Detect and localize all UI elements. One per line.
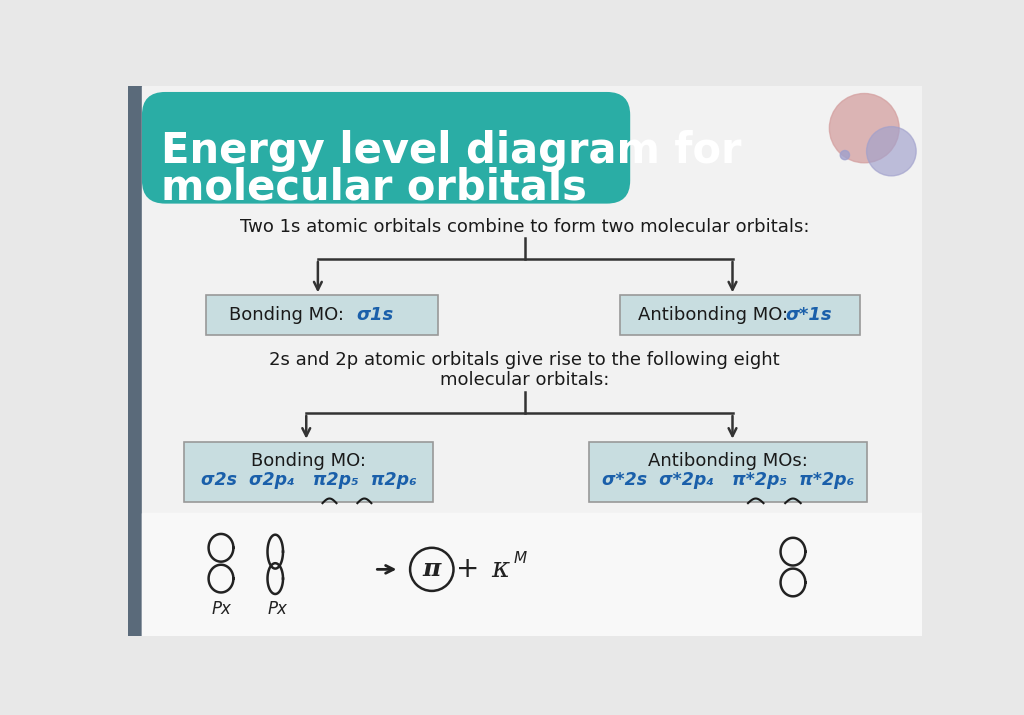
Text: Antibonding MOs:: Antibonding MOs:	[648, 452, 808, 470]
Text: σ1s: σ1s	[356, 306, 394, 325]
Circle shape	[841, 150, 850, 159]
Text: Bonding MO:: Bonding MO:	[228, 306, 355, 325]
Text: Two 1s atomic orbitals combine to form two molecular orbitals:: Two 1s atomic orbitals combine to form t…	[240, 218, 810, 236]
Text: Bonding MO:: Bonding MO:	[251, 452, 366, 470]
Text: M: M	[513, 551, 526, 566]
Circle shape	[866, 127, 916, 176]
FancyBboxPatch shape	[621, 295, 860, 335]
Text: Px: Px	[267, 600, 288, 618]
Bar	[142, 513, 922, 636]
Circle shape	[829, 94, 899, 163]
Bar	[128, 86, 142, 636]
Text: molecular orbitals: molecular orbitals	[161, 167, 587, 209]
Text: +: +	[456, 556, 479, 583]
Text: σ2s  σ2p₄   π2p₅  π2p₆: σ2s σ2p₄ π2p₅ π2p₆	[201, 470, 417, 489]
Text: κ: κ	[490, 556, 509, 583]
Text: molecular orbitals:: molecular orbitals:	[440, 370, 609, 389]
FancyBboxPatch shape	[183, 442, 433, 502]
Text: σ*2s  σ*2p₄   π*2p₅  π*2p₆: σ*2s σ*2p₄ π*2p₅ π*2p₆	[602, 470, 854, 489]
Text: 2s and 2p atomic orbitals give rise to the following eight: 2s and 2p atomic orbitals give rise to t…	[269, 352, 780, 370]
Text: π: π	[423, 558, 441, 581]
Text: Px: Px	[212, 600, 231, 618]
Text: Energy level diagram for: Energy level diagram for	[161, 130, 741, 172]
Text: σ*1s: σ*1s	[785, 306, 831, 325]
FancyBboxPatch shape	[589, 442, 866, 502]
FancyBboxPatch shape	[206, 295, 438, 335]
FancyBboxPatch shape	[142, 92, 630, 204]
Text: Antibonding MO:: Antibonding MO:	[638, 306, 800, 325]
